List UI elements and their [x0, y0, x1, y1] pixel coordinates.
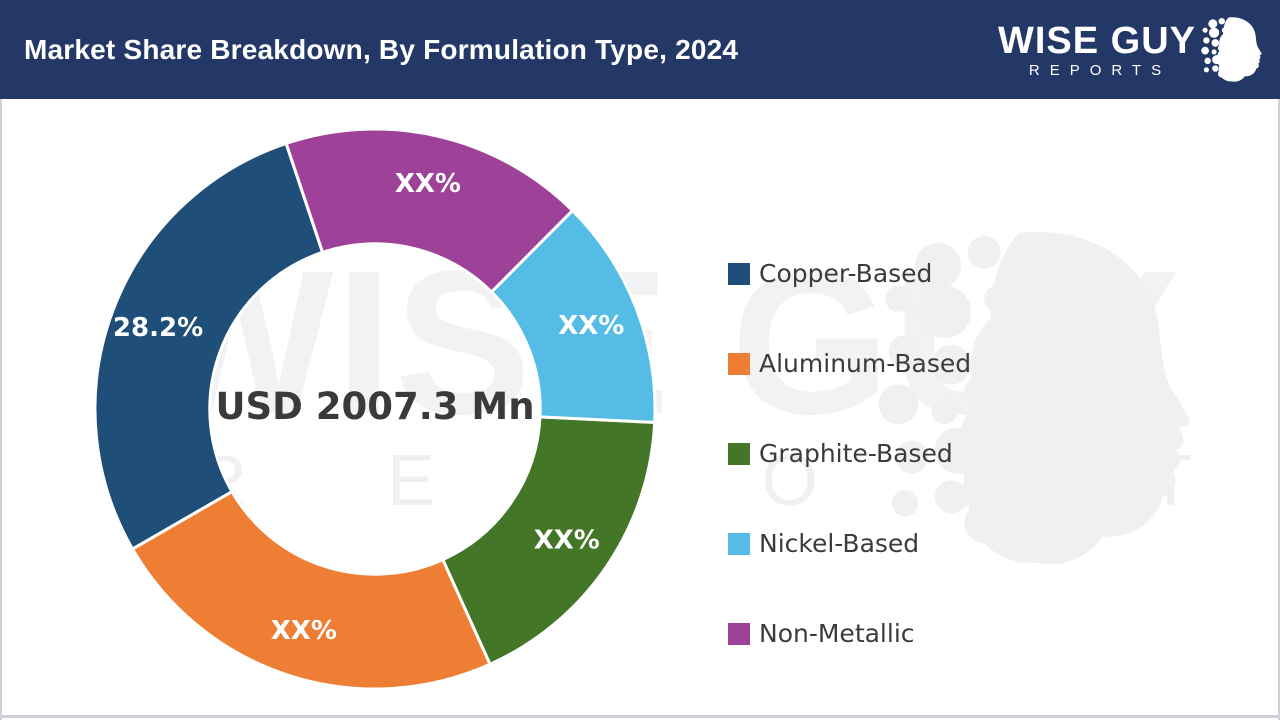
legend-swatch-nickel-based — [728, 532, 750, 555]
header-bar: Market Share Breakdown, By Formulation T… — [0, 0, 1280, 99]
slice-value-label: XX% — [534, 526, 600, 556]
pie-slice-non-metallic — [284, 127, 575, 294]
legend-label: Copper-Based — [759, 259, 933, 288]
wiseguy-logo: WISE GUY REPORTS — [998, 6, 1264, 94]
slice-value-label: XX% — [395, 169, 461, 199]
legend-item-nickel-based: Nickel-Based — [728, 529, 971, 558]
pie-slice-graphite-based — [441, 415, 657, 666]
pie-slice-copper-based — [93, 141, 325, 551]
legend-swatch-non-metallic — [728, 622, 750, 645]
panel-border-right — [1278, 99, 1280, 720]
panel-border-bottom — [0, 715, 1280, 718]
page-title: Market Share Breakdown, By Formulation T… — [24, 33, 739, 65]
chart-center-value: USD 2007.3 Mn — [215, 385, 535, 428]
logo-text: WISE GUY REPORTS — [998, 21, 1196, 79]
legend-swatch-copper-based — [728, 262, 750, 285]
legend-item-non-metallic: Non-Metallic — [728, 619, 971, 648]
legend-swatch-aluminum-based — [728, 352, 750, 375]
legend-label: Graphite-Based — [759, 439, 953, 468]
pie-slice-aluminum-based — [131, 490, 492, 691]
legend-swatch-graphite-based — [728, 442, 750, 465]
logo-wordmark: WISE GUY — [997, 20, 1196, 62]
logo-subtitle: REPORTS — [1028, 62, 1172, 79]
legend-label: Aluminum-Based — [759, 349, 972, 378]
slice-value-label: XX% — [271, 616, 337, 646]
chart-legend: Copper-Based Aluminum-Based Graphite-Bas… — [728, 259, 972, 711]
slice-value-label: XX% — [558, 311, 624, 341]
wiseguy-face-icon — [1201, 17, 1262, 82]
legend-item-copper-based: Copper-Based — [728, 259, 971, 288]
legend-item-graphite-based: Graphite-Based — [728, 439, 971, 468]
legend-label: Non-Metallic — [759, 619, 915, 648]
slice-value-label: 28.2% — [113, 313, 203, 343]
legend-label: Nickel-Based — [759, 529, 920, 558]
panel-border-left — [0, 99, 2, 720]
legend-item-aluminum-based: Aluminum-Based — [728, 349, 972, 378]
